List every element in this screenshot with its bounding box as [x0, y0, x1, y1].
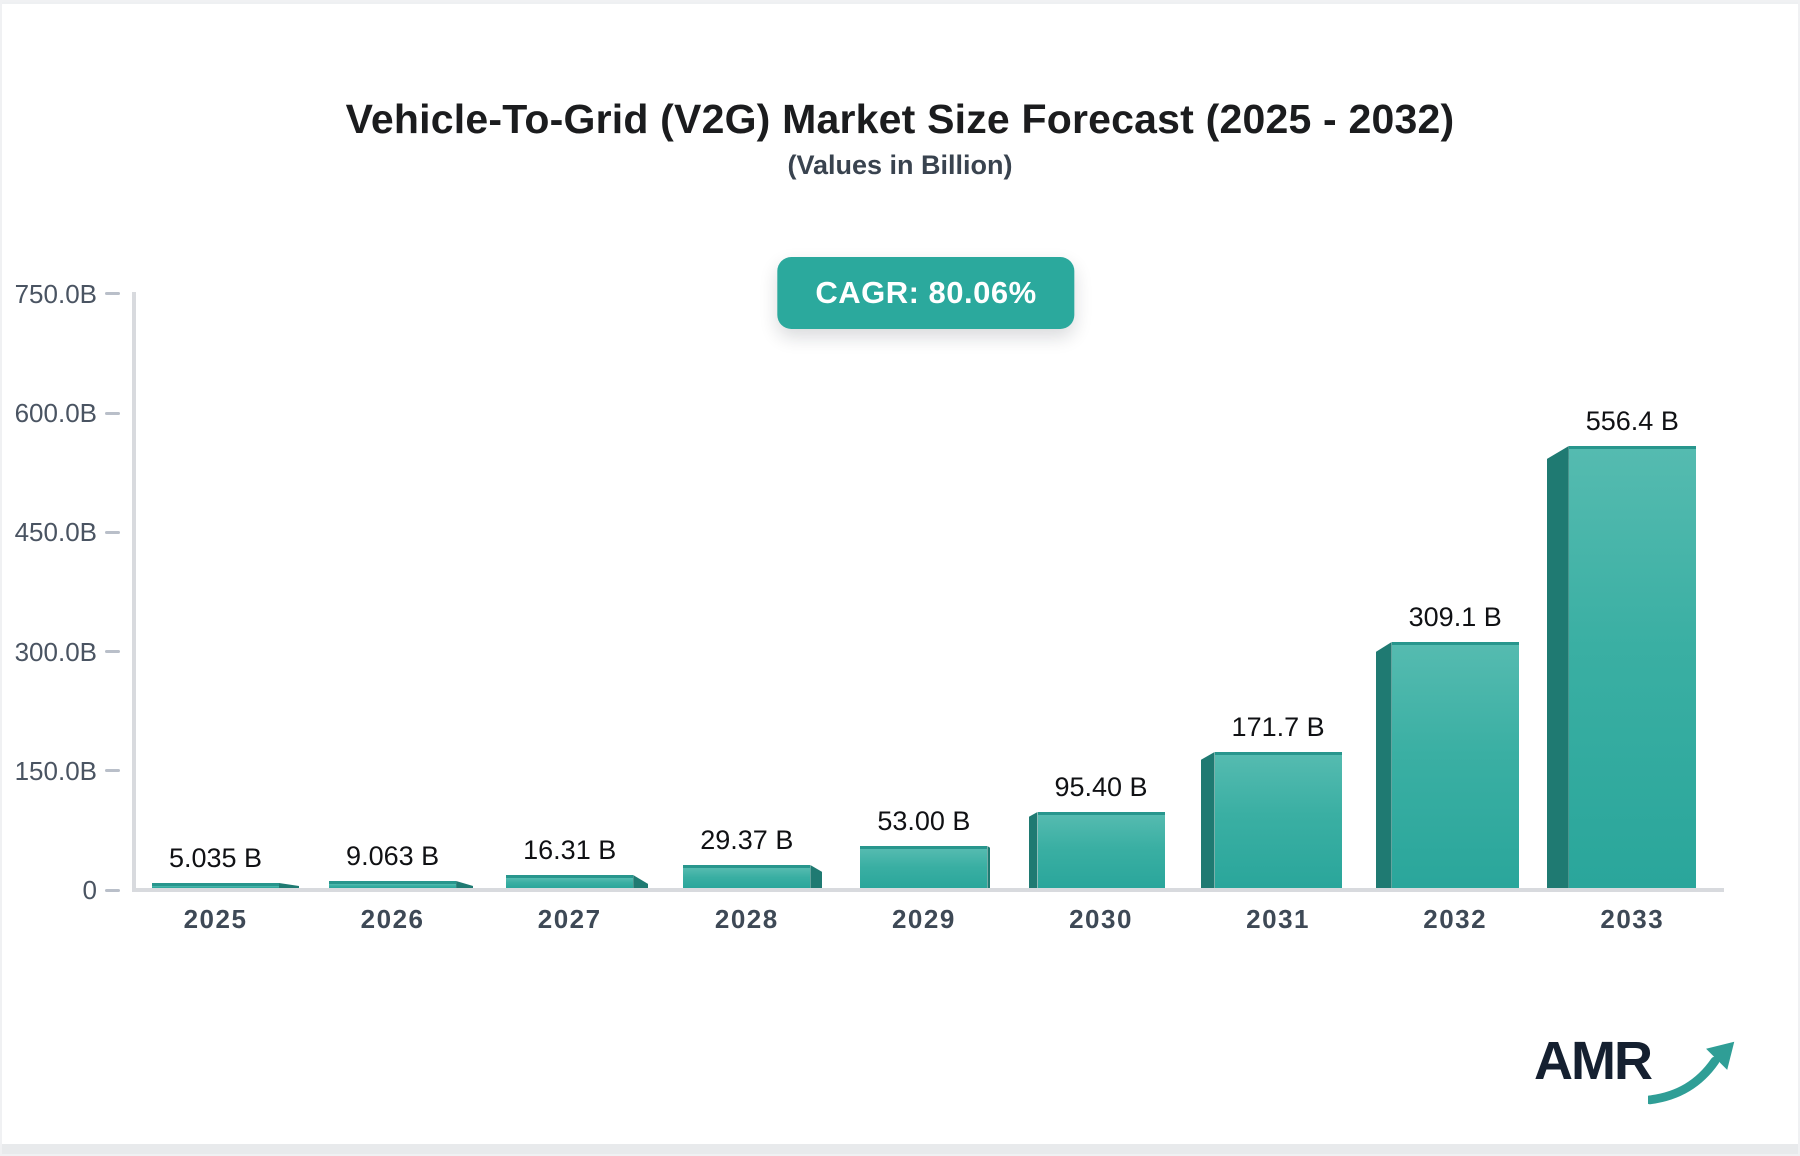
bar: [1214, 752, 1342, 888]
y-tick-label: 300.0B: [14, 636, 97, 667]
y-tick-label: 750.0B: [14, 278, 97, 309]
bar-value-label: 95.40 B: [1054, 772, 1148, 802]
page-bottom-border: [2, 1144, 1798, 1154]
growth-arrow-icon: [1648, 1041, 1735, 1105]
x-tick-label: 2029: [891, 904, 956, 934]
y-tick-mark: [105, 411, 120, 415]
bar-side-face: [1375, 642, 1392, 888]
y-tick-label: 150.0B: [14, 755, 97, 786]
bar-value-label: 309.1 B: [1408, 602, 1502, 632]
bar-side-face: [456, 881, 474, 888]
bar-value-label: 9.063 B: [346, 841, 440, 871]
bar-side-face: [987, 846, 991, 888]
bar-side-face: [1546, 446, 1569, 888]
bar: [683, 865, 811, 888]
bar-value-label: 171.7 B: [1231, 712, 1325, 742]
x-tick-label: 2025: [183, 904, 248, 934]
x-tick-label: 2033: [1600, 904, 1665, 934]
bar: [506, 875, 634, 888]
x-tick-label: 2030: [1069, 904, 1133, 934]
y-tick-mark: [105, 292, 120, 296]
bar: [1568, 446, 1696, 888]
bar-value-label: 16.31 B: [523, 835, 617, 865]
bar-side-face: [810, 865, 823, 888]
y-tick-mark: [105, 650, 120, 654]
bar-side-face: [633, 875, 649, 888]
amr-logo: AMR: [1534, 1030, 1735, 1110]
bar: [1037, 812, 1165, 888]
bar-value-label: 5.035 B: [168, 843, 263, 873]
chart-subtitle: (Values in Billion): [787, 150, 1013, 180]
bar: [1391, 642, 1519, 888]
bar-side-face: [1028, 812, 1038, 888]
bar-side-face: [279, 883, 299, 888]
y-axis-line: [132, 292, 136, 892]
bar: [152, 883, 279, 888]
bar: [329, 881, 457, 888]
y-tick-label: 600.0B: [14, 398, 97, 429]
bar: [860, 846, 988, 888]
y-tick-mark: [105, 888, 120, 892]
y-tick-label: 450.0B: [14, 517, 97, 548]
bar-value-label: 53.00 B: [877, 806, 971, 836]
page-top-border: [2, 2, 1798, 4]
bar-value-label: 29.37 B: [700, 825, 794, 855]
x-axis-baseline: [132, 888, 1724, 892]
x-tick-label: 2026: [360, 904, 425, 934]
bar-side-face: [1200, 752, 1215, 888]
bar-value-label: 556.4 B: [1585, 406, 1679, 436]
amr-logo-text: AMR: [1534, 1031, 1653, 1091]
y-tick-mark: [105, 530, 120, 534]
y-tick-label: 0: [82, 875, 97, 905]
chart-title: Vehicle-To-Grid (V2G) Market Size Foreca…: [345, 96, 1455, 142]
x-tick-label: 2031: [1246, 904, 1311, 934]
y-tick-mark: [105, 769, 120, 773]
x-tick-label: 2028: [714, 904, 779, 934]
cagr-badge: CAGR: 80.06%: [777, 257, 1075, 329]
x-tick-label: 2027: [537, 904, 602, 934]
x-tick-label: 2032: [1423, 904, 1488, 934]
